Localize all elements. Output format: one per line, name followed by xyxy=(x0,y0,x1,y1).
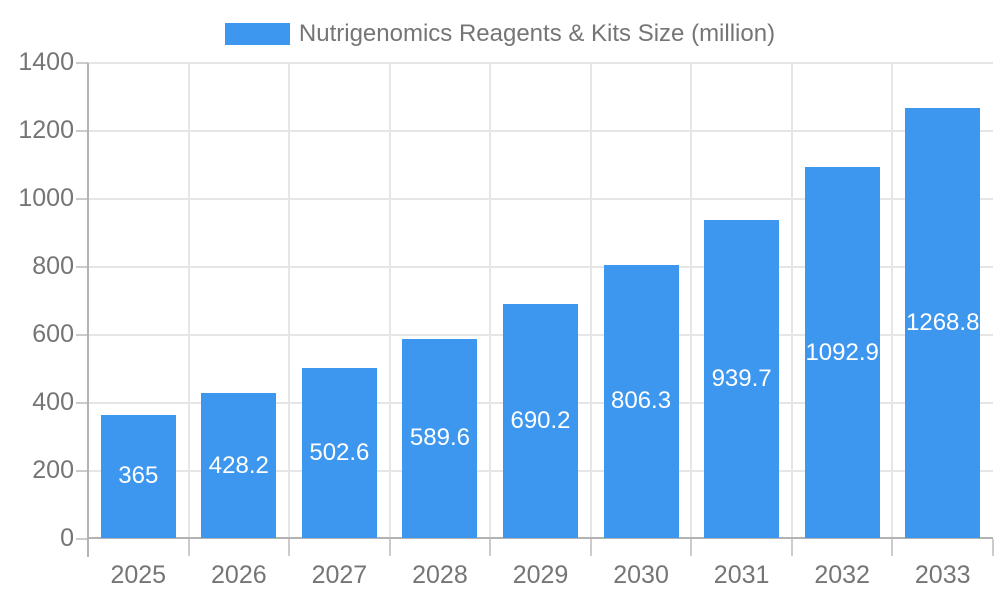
x-gridline xyxy=(489,63,492,539)
x-gridline xyxy=(690,63,693,539)
x-axis-label: 2026 xyxy=(211,561,267,589)
x-axis-tick xyxy=(489,539,492,556)
bar-2029[interactable]: 690.2 xyxy=(503,304,578,538)
bar-value-label: 1268.8 xyxy=(906,308,980,336)
y-axis-tick xyxy=(76,130,88,132)
x-axis-tick xyxy=(288,539,291,556)
bar-2033[interactable]: 1268.8 xyxy=(905,107,981,538)
bar-value-label: 502.6 xyxy=(309,439,370,467)
y-axis-label: 200 xyxy=(32,456,74,484)
x-axis-label: 2029 xyxy=(512,561,569,589)
chart-legend[interactable]: Nutrigenomics Reagents & Kits Size (mill… xyxy=(0,20,1000,48)
y-axis-label: 1200 xyxy=(18,116,74,144)
x-axis-label: 2031 xyxy=(713,561,770,589)
y-axis-label: 800 xyxy=(32,252,74,280)
y-axis-label: 1000 xyxy=(18,184,74,212)
y-axis-tick xyxy=(76,334,88,336)
y-axis-tick xyxy=(76,198,88,200)
y-axis-tick xyxy=(76,62,88,64)
bar-2031[interactable]: 939.7 xyxy=(704,219,780,538)
bar-value-label: 806.3 xyxy=(611,387,672,415)
x-axis-label: 2032 xyxy=(814,561,870,589)
x-axis-tick xyxy=(690,539,693,556)
x-gridline xyxy=(187,63,190,539)
bar-2032[interactable]: 1092.9 xyxy=(804,167,880,538)
bar-2026[interactable]: 428.2 xyxy=(201,393,277,538)
bar-2025[interactable]: 365 xyxy=(100,414,176,538)
x-gridline xyxy=(891,63,894,539)
x-axis-label: 2028 xyxy=(412,561,468,589)
x-gridline xyxy=(790,63,793,539)
y-axis-tick xyxy=(76,470,88,472)
bar-value-label: 690.2 xyxy=(510,407,571,435)
x-axis-tick xyxy=(790,539,793,556)
x-axis-tick xyxy=(187,539,190,556)
y-axis-tick xyxy=(76,538,88,540)
y-axis-label: 1400 xyxy=(18,48,74,76)
bar-2030[interactable]: 806.3 xyxy=(603,264,679,538)
bar-value-label: 589.6 xyxy=(409,424,470,452)
x-axis-label: 2033 xyxy=(914,561,971,589)
y-gridline xyxy=(88,130,993,132)
bar-value-label: 939.7 xyxy=(711,364,772,392)
bar-2028[interactable]: 589.6 xyxy=(402,338,478,538)
y-gridline xyxy=(88,62,993,64)
x-axis-label: 2027 xyxy=(311,561,368,589)
x-axis-tick xyxy=(589,539,592,556)
bar-value-label: 428.2 xyxy=(208,451,269,479)
y-axis-label: 600 xyxy=(32,320,74,348)
y-gridline xyxy=(88,198,993,200)
x-gridline xyxy=(589,63,592,539)
y-axis-line xyxy=(87,63,89,557)
y-axis-label: 400 xyxy=(32,388,74,416)
y-gridline xyxy=(88,266,993,268)
bar-2027[interactable]: 502.6 xyxy=(301,368,377,538)
bar-value-label: 1092.9 xyxy=(805,338,879,366)
bar-value-label: 365 xyxy=(118,462,159,490)
y-axis-label: 0 xyxy=(60,524,74,552)
x-axis-label: 2030 xyxy=(613,561,669,589)
x-axis-tick xyxy=(388,539,391,556)
x-axis-label: 2025 xyxy=(110,561,167,589)
x-axis-line xyxy=(88,537,993,539)
x-gridline xyxy=(288,63,291,539)
y-axis-tick xyxy=(76,402,88,404)
y-axis-tick xyxy=(76,266,88,268)
legend-swatch-icon xyxy=(224,23,290,45)
legend-label: Nutrigenomics Reagents & Kits Size (mill… xyxy=(298,20,776,47)
x-axis-tick xyxy=(891,539,894,556)
x-gridline xyxy=(388,63,391,539)
x-axis-tick xyxy=(992,539,994,556)
